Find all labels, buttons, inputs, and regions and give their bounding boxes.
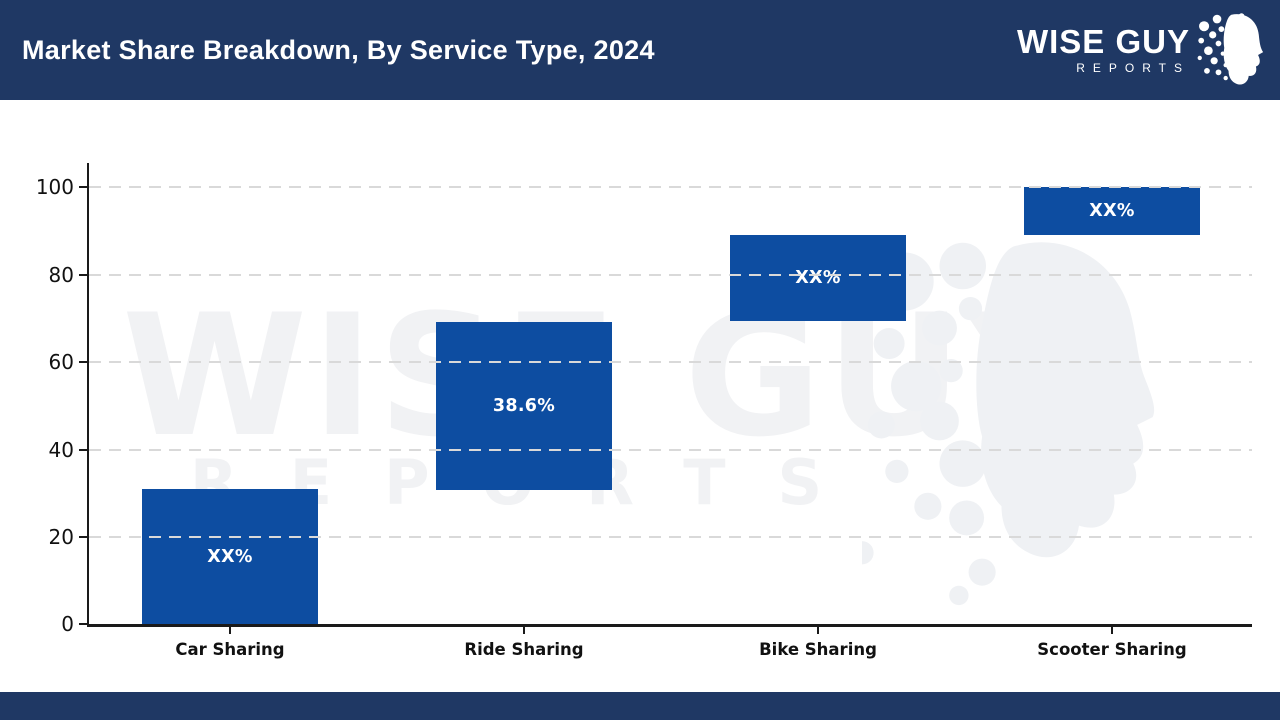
logo-wiseguy-text: WISE GUY xyxy=(1016,22,1190,60)
y-tick xyxy=(79,186,88,188)
bar-value-label: XX% xyxy=(207,546,253,567)
page-title: Market Share Breakdown, By Service Type,… xyxy=(22,34,655,65)
bar-scooter-sharing: XX% xyxy=(1024,187,1200,235)
x-axis-label-scooter-sharing: Scooter Sharing xyxy=(1037,640,1187,659)
x-axis-label-car-sharing: Car Sharing xyxy=(175,640,285,659)
y-tick-label: 40 xyxy=(48,438,74,462)
bar-bike-sharing: XX% xyxy=(730,235,906,321)
logo-head-profile-icon xyxy=(1197,13,1264,85)
y-tick xyxy=(79,361,88,363)
watermark-head-profile-icon xyxy=(862,242,1155,606)
y-tick-label: 20 xyxy=(48,525,74,549)
y-tick xyxy=(79,536,88,538)
brand-logo: WISE GUY REPORTS xyxy=(1017,10,1266,90)
x-tick xyxy=(523,626,525,634)
gridline-80 xyxy=(89,274,1252,276)
bar-ride-sharing: 38.6% xyxy=(436,322,612,490)
y-tick-label: 100 xyxy=(35,175,74,199)
y-tick xyxy=(79,623,88,625)
x-axis-label-ride-sharing: Ride Sharing xyxy=(464,640,584,659)
y-tick xyxy=(79,449,88,451)
footer-bar xyxy=(0,692,1280,720)
logo-reports-text: REPORTS xyxy=(1076,61,1190,76)
header-bar: Market Share Breakdown, By Service Type,… xyxy=(0,0,1280,100)
y-tick xyxy=(79,274,88,276)
bar-value-label: XX% xyxy=(795,268,841,288)
bar-car-sharing: XX% xyxy=(142,489,318,624)
bar-value-label: 38.6% xyxy=(492,396,556,416)
gridline-40 xyxy=(89,449,1252,451)
y-tick-label: 0 xyxy=(61,612,74,636)
y-tick-label: 80 xyxy=(48,263,74,287)
x-tick xyxy=(229,626,231,634)
x-tick xyxy=(1111,626,1113,634)
gridline-60 xyxy=(89,361,1252,363)
gridline-100 xyxy=(89,186,1252,188)
y-axis-line xyxy=(87,163,89,626)
x-tick xyxy=(817,626,819,634)
brand-logo-text: WISE GUY REPORTS xyxy=(1016,22,1190,76)
bar-value-label: XX% xyxy=(1089,201,1135,221)
y-tick-label: 60 xyxy=(48,350,74,374)
x-axis-line xyxy=(87,624,1252,627)
x-axis-label-bike-sharing: Bike Sharing xyxy=(759,640,877,659)
gridline-20 xyxy=(89,536,1252,538)
